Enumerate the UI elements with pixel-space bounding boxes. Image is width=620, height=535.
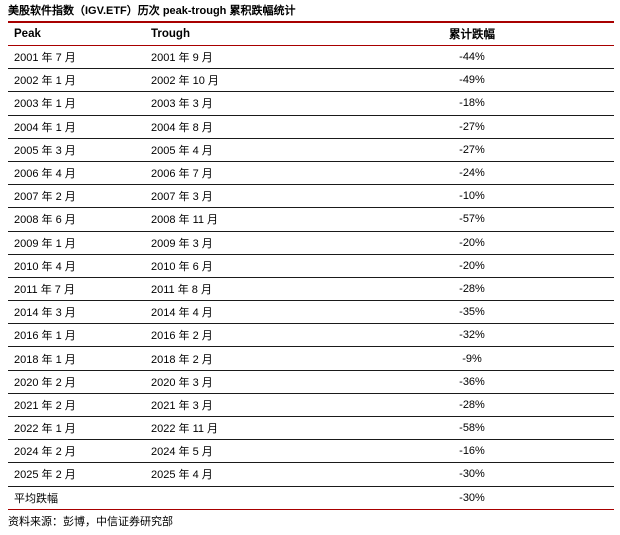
cell-peak: 2002 年 1 月: [8, 68, 145, 93]
table-row: 2001 年 7 月 2001 年 9 月 -44%: [8, 45, 614, 70]
cell-drawdown: -16%: [330, 439, 614, 464]
cell-trough: [145, 486, 330, 509]
table-row: 2005 年 3 月 2005 年 4 月 -27%: [8, 138, 614, 162]
table-title: 美股软件指数（IGV.ETF）历次 peak-trough 累积跌幅统计: [8, 5, 296, 17]
cell-trough: 2018 年 2 月: [145, 346, 330, 371]
cell-trough: 2004 年 8 月: [145, 115, 330, 139]
cell-peak: 平均跌幅: [14, 492, 58, 505]
cell-trough: 2009 年 3 月: [145, 231, 330, 255]
cell-drawdown: -44%: [330, 45, 614, 70]
cell-peak: 2006 年 4 月: [8, 161, 145, 186]
table-row: 2016 年 1 月 2016 年 2 月 -32%: [8, 323, 614, 348]
table-row: 2009 年 1 月 2009 年 3 月 -20%: [8, 231, 614, 255]
cell-trough: 2007 年 3 月: [145, 184, 330, 209]
source-note: 资料来源：彭博，中信证券研究部: [8, 515, 173, 528]
cell-peak: 2005 年 3 月: [8, 138, 145, 162]
cell-drawdown: -32%: [330, 323, 614, 348]
cell-trough: 2020 年 3 月: [145, 370, 330, 394]
cell-drawdown: -9%: [330, 346, 614, 371]
cell-peak: 2001 年 7 月: [8, 45, 145, 70]
table-row: 2003 年 1 月 2003 年 3 月 -18%: [8, 91, 614, 116]
cell-drawdown: -24%: [330, 161, 614, 186]
cell-drawdown: -30%: [330, 462, 614, 487]
cell-drawdown: -30%: [459, 491, 485, 504]
table-row: 2004 年 1 月 2004 年 8 月 -27%: [8, 115, 614, 139]
summary-row: 平均跌幅 -30%: [8, 486, 614, 509]
cell-peak: 2020 年 2 月: [8, 370, 145, 394]
cell-drawdown: -10%: [330, 184, 614, 209]
cell-trough: 2014 年 4 月: [145, 300, 330, 325]
table-row: 2011 年 7 月 2011 年 8 月 -28%: [8, 277, 614, 302]
header-trough: Trough: [145, 22, 330, 46]
cell-peak: 2014 年 3 月: [8, 300, 145, 325]
table-row: 2024 年 2 月 2024 年 5 月 -16%: [8, 439, 614, 464]
table-header: Peak Trough 累计跌幅: [8, 22, 614, 46]
cell-trough: 2010 年 6 月: [145, 254, 330, 278]
table-row: 2025 年 2 月 2025 年 4 月 -30%: [8, 462, 614, 487]
cell-peak: 2024 年 2 月: [8, 439, 145, 464]
cell-trough: 2002 年 10 月: [145, 68, 330, 93]
cell-trough: 2008 年 11 月: [145, 207, 330, 232]
table-row: 2010 年 4 月 2010 年 6 月 -20%: [8, 254, 614, 278]
cell-peak: 2007 年 2 月: [8, 184, 145, 209]
cell-drawdown: -27%: [330, 138, 614, 162]
cell-trough: 2006 年 7 月: [145, 161, 330, 186]
cell-peak: 2022 年 1 月: [8, 416, 145, 441]
cell-trough: 2022 年 11 月: [145, 416, 330, 441]
cell-drawdown: -27%: [330, 115, 614, 139]
header-row: Peak Trough 累计跌幅: [8, 22, 614, 46]
table-row: 2018 年 1 月 2018 年 2 月 -9%: [8, 346, 614, 371]
cell-drawdown: -18%: [330, 91, 614, 116]
table-row: 2007 年 2 月 2007 年 3 月 -10%: [8, 184, 614, 209]
table-row: 2002 年 1 月 2002 年 10 月 -49%: [8, 68, 614, 93]
cell-peak: 2009 年 1 月: [8, 231, 145, 255]
cell-peak: 2008 年 6 月: [8, 207, 145, 232]
cell-trough: 2024 年 5 月: [145, 439, 330, 464]
cell-peak: 2003 年 1 月: [8, 91, 145, 116]
cell-peak: 2010 年 4 月: [8, 254, 145, 278]
cell-trough: 2016 年 2 月: [145, 323, 330, 348]
table-body: 2001 年 7 月 2001 年 9 月 -44% 2002 年 1 月 2002 年…: [8, 45, 614, 510]
cell-peak: 2018 年 1 月: [8, 346, 145, 371]
cell-trough: 2011 年 8 月: [145, 277, 330, 302]
cell-drawdown: -36%: [330, 370, 614, 394]
table-row: 2020 年 2 月 2020 年 3 月 -36%: [8, 370, 614, 394]
cell-peak: 2011 年 7 月: [8, 277, 145, 302]
cell-trough: 2025 年 4 月: [145, 462, 330, 487]
table-row: 2022 年 1 月 2022 年 11 月 -58%: [8, 416, 614, 441]
header-peak: Peak: [8, 22, 145, 46]
cell-trough: 2005 年 4 月: [145, 138, 330, 162]
cell-trough: 2021 年 3 月: [145, 393, 330, 418]
cell-trough: 2003 年 3 月: [145, 91, 330, 116]
table-row: 2014 年 3 月 2014 年 4 月 -35%: [8, 300, 614, 325]
cell-peak: 2016 年 1 月: [8, 323, 145, 348]
cell-drawdown: -57%: [330, 207, 614, 232]
table-row: 2006 年 4 月 2006 年 7 月 -24%: [8, 161, 614, 186]
cell-trough: 2001 年 9 月: [145, 45, 330, 70]
cell-drawdown: -20%: [330, 254, 614, 278]
cell-drawdown: -49%: [330, 68, 614, 93]
cell-peak: 2021 年 2 月: [8, 393, 145, 418]
cell-peak: 2025 年 2 月: [8, 462, 145, 487]
cell-drawdown: -20%: [330, 231, 614, 255]
table-row: 2008 年 6 月 2008 年 11 月 -57%: [8, 207, 614, 232]
cell-drawdown: -35%: [330, 300, 614, 325]
drawdown-table: Peak Trough 累计跌幅 2001 年 7 月 2001 年 9 月 -44…: [8, 21, 614, 510]
cell-drawdown: -58%: [330, 416, 614, 441]
table-row: 2021 年 2 月 2021 年 3 月 -28%: [8, 393, 614, 418]
cell-drawdown: -28%: [330, 393, 614, 418]
cell-peak: 2004 年 1 月: [8, 115, 145, 139]
cell-drawdown: -28%: [330, 277, 614, 302]
header-drawdown: 累计跌幅: [330, 22, 614, 46]
